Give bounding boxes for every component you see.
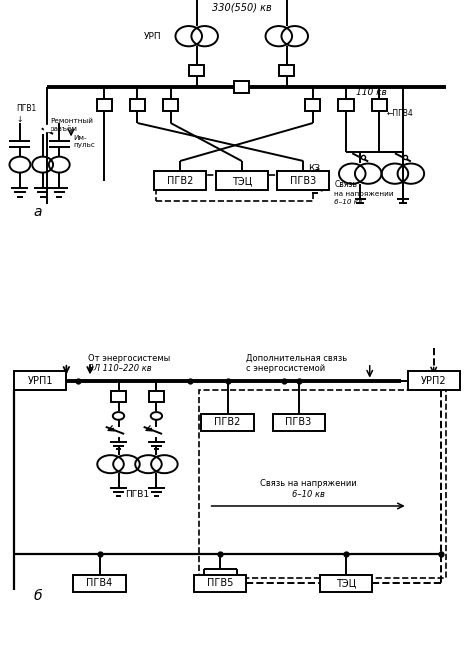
Text: ПГВ1
↓: ПГВ1 ↓ <box>17 105 37 124</box>
Text: 110 кв: 110 кв <box>356 88 386 96</box>
Text: на напряжении: на напряжении <box>334 190 394 196</box>
Bar <box>338 99 354 111</box>
Bar <box>14 371 66 390</box>
Text: б: б <box>34 589 42 603</box>
Bar <box>149 391 164 402</box>
Text: ПГВ2: ПГВ2 <box>214 417 241 427</box>
Bar <box>372 99 387 111</box>
Text: От энергосистемы: От энергосистемы <box>88 354 170 362</box>
Text: 6–10 кв: 6–10 кв <box>334 199 363 205</box>
Bar <box>279 65 294 76</box>
Bar <box>156 176 313 201</box>
Text: 6–10 кв: 6–10 кв <box>292 490 325 499</box>
Bar <box>189 65 204 76</box>
Text: УРП1: УРП1 <box>27 376 53 385</box>
Text: 330(550) кв: 330(550) кв <box>212 3 272 13</box>
Bar <box>73 575 126 592</box>
Bar <box>305 99 320 111</box>
Text: ПГВ1: ПГВ1 <box>126 490 149 499</box>
Text: ПГВ3: ПГВ3 <box>285 417 312 427</box>
Bar <box>97 99 112 111</box>
Text: ПГВ4: ПГВ4 <box>86 578 113 588</box>
Text: Им-
пульс: Им- пульс <box>73 135 95 147</box>
Bar <box>163 99 178 111</box>
Text: КЗ: КЗ <box>308 163 320 173</box>
Text: ТЭЦ: ТЭЦ <box>336 578 356 588</box>
Bar <box>194 575 246 592</box>
Bar <box>277 172 329 190</box>
Text: УРП: УРП <box>144 31 161 41</box>
Text: а: а <box>34 204 42 218</box>
Bar <box>273 414 325 431</box>
Text: УРП2: УРП2 <box>421 376 447 385</box>
Bar <box>154 172 206 190</box>
Text: Связь: Связь <box>334 180 357 189</box>
Text: ВЛ 110–220 кв: ВЛ 110–220 кв <box>88 364 151 373</box>
Bar <box>111 391 126 402</box>
Text: ТЭЦ: ТЭЦ <box>232 176 252 186</box>
Bar <box>201 414 254 431</box>
Bar <box>320 575 372 592</box>
Text: ПГВ3: ПГВ3 <box>290 176 317 186</box>
Text: ПГВ5: ПГВ5 <box>207 578 234 588</box>
Text: ←ПГВ4: ←ПГВ4 <box>386 109 413 119</box>
Text: ПГВ2: ПГВ2 <box>167 176 193 186</box>
Bar <box>234 81 249 92</box>
Bar <box>130 99 145 111</box>
Text: Связь на напряжении: Связь на напряжении <box>260 479 356 488</box>
Bar <box>216 172 268 190</box>
Text: Ремонтный
разъём: Ремонтный разъём <box>50 118 93 132</box>
Text: Дополнительная связь: Дополнительная связь <box>246 354 347 362</box>
Bar <box>199 390 446 578</box>
Bar <box>408 371 460 390</box>
Text: с энергосистемой: с энергосистемой <box>246 364 326 373</box>
